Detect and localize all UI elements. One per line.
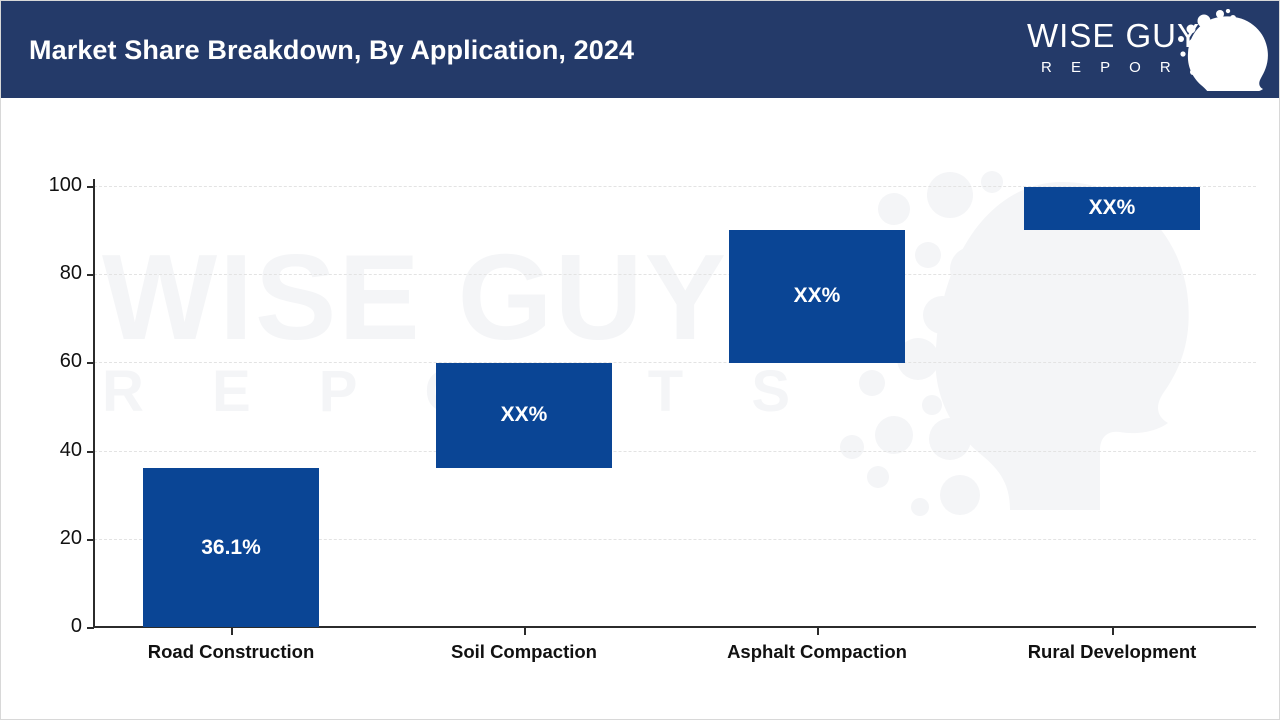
bar-road-construction[interactable]: 36.1%: [143, 468, 319, 627]
y-tick-label-60: 60: [59, 350, 82, 372]
bar-label-road-construction: 36.1%: [201, 536, 261, 559]
y-axis-line: [93, 179, 96, 628]
gridline-40: [94, 451, 1256, 452]
y-tick-mark-40: [87, 451, 94, 453]
gridline-60: [94, 362, 1256, 363]
page-title: Market Share Breakdown, By Application, …: [29, 35, 635, 65]
gridline-100: [94, 186, 1256, 187]
bar-asphalt-compaction[interactable]: XX%: [729, 230, 905, 363]
bar-label-asphalt-compaction: XX%: [793, 284, 841, 307]
bar-rural-development[interactable]: XX%: [1024, 187, 1200, 230]
y-tick-mark-20: [87, 539, 94, 541]
x-category-label-asphalt-compaction: Asphalt Compaction: [727, 641, 907, 662]
y-tick-label-0: 0: [70, 615, 82, 637]
y-axis-tick-labels: 100 80 60 40 20 0: [8, 151, 82, 637]
plot-area: WISE GUY R E P O R T S: [49, 151, 1256, 662]
header-band: [1, 1, 1279, 98]
x-tick-mark-1: [524, 627, 526, 635]
svg-text:WISE GUY: WISE GUY: [1027, 17, 1200, 54]
y-tick-label-40: 40: [59, 439, 82, 461]
wise-guy-reports-logo: WISE GUY R E P O R T S: [1023, 9, 1273, 91]
svg-text:R E P O R T S: R E P O R T S: [1041, 59, 1235, 76]
y-tick-mark-100: [87, 186, 94, 188]
bar-label-rural-development: XX%: [1088, 196, 1136, 219]
y-tick-mark-0: [87, 627, 94, 629]
gridline-20: [94, 539, 1256, 540]
y-tick-label-80: 80: [59, 262, 82, 284]
x-category-label-rural-development: Rural Development: [1027, 641, 1197, 662]
x-category-label-road-construction: Road Construction: [147, 641, 315, 662]
y-tick-mark-60: [87, 362, 94, 364]
gridline-80: [94, 274, 1256, 275]
bar-label-soil-compaction: XX%: [500, 403, 548, 426]
x-axis-line: [93, 626, 1256, 629]
y-tick-label-100: 100: [48, 174, 82, 196]
x-tick-mark-3: [1112, 627, 1114, 635]
y-tick-label-20: 20: [59, 527, 82, 549]
x-tick-mark-2: [817, 627, 819, 635]
bar-soil-compaction[interactable]: XX%: [436, 363, 612, 468]
x-tick-mark-0: [231, 627, 233, 635]
watermark-line-1: WISE GUY: [102, 229, 729, 365]
y-tick-mark-80: [87, 274, 94, 276]
x-category-label-soil-compaction: Soil Compaction: [451, 641, 597, 662]
